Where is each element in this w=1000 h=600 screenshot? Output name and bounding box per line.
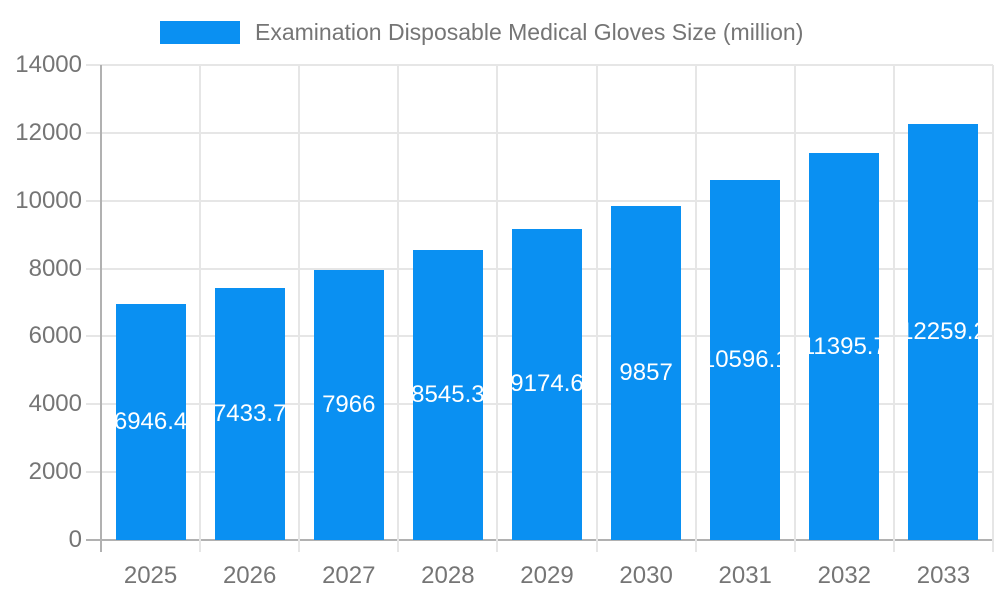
y-axis-tick-label: 8000 [28, 254, 82, 282]
bar[interactable]: 6946.4 [115, 304, 186, 540]
y-axis-tick-label: 10000 [15, 186, 82, 214]
x-axis-tick-label: 2029 [520, 562, 574, 589]
x-axis-tick-label: 2031 [718, 562, 772, 589]
chart-legend[interactable]: Examination Disposable Medical Gloves Si… [160, 19, 804, 45]
legend-swatch[interactable] [160, 21, 240, 44]
bar-value-label: 7966 [322, 390, 376, 418]
bar[interactable]: 7433.7 [214, 287, 285, 540]
gridline-horizontal [86, 64, 993, 66]
gridline-vertical [496, 65, 499, 552]
bar-value-label: 8545.3 [412, 381, 483, 409]
y-axis-tick-label: 6000 [28, 322, 82, 350]
gridline-vertical [397, 65, 400, 552]
bar[interactable]: 9857 [611, 205, 682, 540]
x-axis-tick-label: 2027 [322, 562, 376, 589]
x-axis-tick-label: 2033 [916, 562, 971, 589]
y-axis-line [100, 65, 102, 552]
y-axis-tick-label: 12000 [15, 118, 82, 146]
gridline-vertical [992, 65, 994, 552]
x-axis-tick-label: 2030 [619, 562, 673, 589]
gridline-vertical [694, 65, 697, 552]
bar-value-label: 10596.1 [710, 346, 780, 374]
bar[interactable]: 10596.1 [710, 180, 781, 540]
x-axis-tick-label: 2028 [421, 562, 475, 589]
gridline-horizontal [86, 199, 993, 202]
bar[interactable]: 9174.6 [512, 228, 582, 540]
bar[interactable]: 8545.3 [412, 250, 483, 540]
y-axis-tick-label: 2000 [28, 458, 82, 486]
bar[interactable]: 12259.2 [908, 124, 979, 540]
x-axis-tick-label: 2032 [817, 562, 872, 589]
gridline-vertical [793, 65, 796, 552]
bar-value-label: 6946.4 [115, 408, 186, 436]
x-axis-tick-label: 2026 [222, 562, 277, 589]
x-axis-baseline [86, 539, 993, 541]
gridline-vertical [199, 65, 202, 552]
gridline-vertical [298, 65, 301, 552]
gridline-vertical [595, 65, 598, 552]
bar-value-label: 9174.6 [512, 370, 582, 398]
gridline-vertical [892, 65, 895, 552]
legend-label[interactable]: Examination Disposable Medical Gloves Si… [255, 19, 804, 45]
bar[interactable]: 7966 [313, 269, 384, 540]
bar-value-label: 12259.2 [908, 318, 978, 346]
gridline-horizontal [86, 131, 993, 134]
bar[interactable]: 11395.7 [809, 153, 880, 540]
y-axis-tick-label: 4000 [28, 390, 82, 418]
x-axis-tick-label: 2025 [123, 562, 178, 589]
bar-value-label: 7433.7 [214, 399, 285, 427]
y-axis-tick-label: 0 [68, 526, 82, 553]
y-axis-tick-label: 14000 [15, 51, 82, 78]
bar-value-label: 11395.7 [809, 332, 879, 360]
bar-value-label: 9857 [619, 358, 673, 386]
